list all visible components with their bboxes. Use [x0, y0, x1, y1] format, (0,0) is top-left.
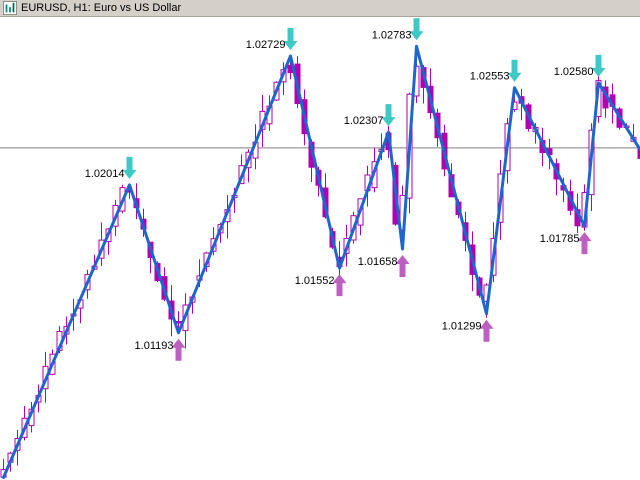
arrow-down-icon [381, 104, 396, 127]
arrow-up-icon [171, 338, 186, 361]
swing-price-label: 1.01193 [135, 340, 174, 352]
swing-price-label: 1.02580 [554, 66, 594, 78]
symbol-chart-icon [3, 1, 17, 15]
arrow-down-icon [409, 18, 424, 41]
swing-price-label: 1.02307 [344, 115, 384, 127]
arrow-up-icon [395, 255, 410, 278]
arrow-up-icon [479, 319, 494, 342]
arrow-down-icon [283, 28, 298, 51]
zigzag-line [2, 44, 640, 479]
arrow-down-icon [507, 59, 522, 82]
arrow-up-icon [332, 274, 347, 297]
swing-price-label: 1.02729 [246, 39, 286, 51]
swing-price-label: 1.01299 [442, 321, 482, 333]
arrow-up-icon [577, 232, 592, 255]
signals-layer: 1.02014 1.01193 1.02729 1.01552 1.02307 1.016… [85, 18, 606, 361]
swing-price-label: 1.02553 [470, 71, 510, 83]
chart-title-bar: EURUSD, H1: Euro vs US Dollar [0, 0, 640, 17]
chart-title: EURUSD, H1: Euro vs US Dollar [21, 2, 182, 14]
swing-price-label: 1.01552 [295, 275, 335, 287]
arrow-down-icon [591, 54, 606, 77]
swing-price-label: 1.01658 [358, 256, 398, 268]
swing-price-label: 1.01785 [540, 233, 580, 245]
swing-price-label: 1.02783 [372, 29, 412, 41]
candle-body [637, 146, 640, 159]
swing-price-label: 1.02014 [85, 168, 125, 180]
arrow-down-icon [122, 156, 137, 179]
